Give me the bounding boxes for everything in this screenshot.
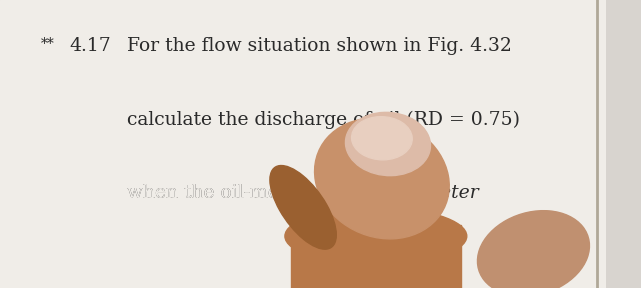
- Ellipse shape: [478, 211, 590, 288]
- Text: calculate the discharge of oil (RD = 0.75): calculate the discharge of oil (RD = 0.7…: [128, 111, 520, 129]
- Ellipse shape: [270, 166, 337, 249]
- Text: when the oil-mercury differential manometer: when the oil-mercury differential manome…: [128, 184, 554, 202]
- Bar: [0, 179, 606, 288]
- Ellipse shape: [315, 118, 449, 239]
- Text: when the oil-mercury differential: when the oil-mercury differential: [128, 184, 447, 202]
- Text: manometer: manometer: [370, 184, 479, 202]
- Ellipse shape: [351, 117, 412, 160]
- Ellipse shape: [345, 112, 431, 176]
- Bar: [291, 225, 461, 288]
- Text: 4.17: 4.17: [70, 37, 112, 55]
- Ellipse shape: [285, 207, 467, 265]
- Text: **: **: [41, 37, 55, 52]
- Text: For the flow situation shown in Fig. 4.32: For the flow situation shown in Fig. 4.3…: [128, 37, 512, 55]
